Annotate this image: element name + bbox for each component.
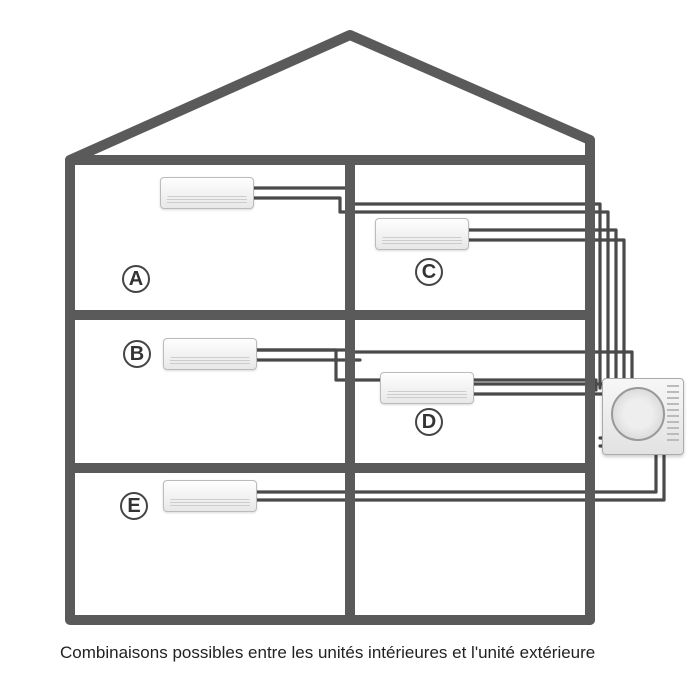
indoor-unit-c (375, 218, 469, 250)
indoor-unit-b (163, 338, 257, 370)
indoor-unit-d (380, 372, 474, 404)
unit-label-c: C (415, 258, 443, 286)
pipe (255, 430, 656, 492)
indoor-unit-e (163, 480, 257, 512)
unit-label-b: B (123, 340, 151, 368)
unit-label-e: E (120, 492, 148, 520)
diagram-svg (0, 0, 700, 700)
unit-label-d: D (415, 408, 443, 436)
unit-label-a: A (122, 265, 150, 293)
indoor-unit-a (160, 177, 254, 209)
outdoor-unit (602, 378, 684, 455)
diagram-caption: Combinaisons possibles entre les unités … (60, 642, 600, 665)
house-group (70, 35, 590, 620)
diagram-stage: { "caption": { "text": "Combinaisons pos… (0, 0, 700, 700)
